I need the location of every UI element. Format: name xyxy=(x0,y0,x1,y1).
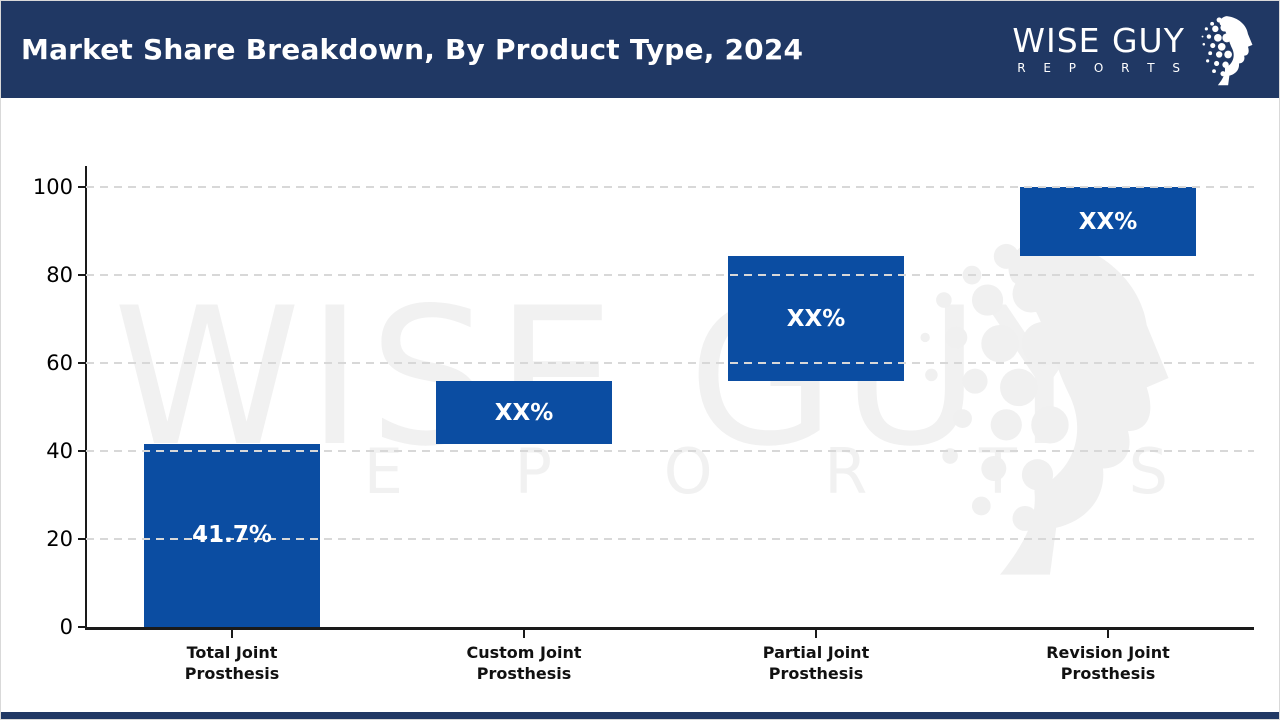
y-tick xyxy=(78,450,86,452)
y-axis-spine xyxy=(85,166,87,630)
y-tick-label: 40 xyxy=(46,439,73,463)
x-tick xyxy=(815,630,817,638)
x-category-label: Revision Joint Prosthesis xyxy=(1046,643,1170,683)
plot-area: 0 20 40 60 80 100 41.7% Total Joint Prosthesis X… xyxy=(1,98,1279,714)
gridline xyxy=(86,186,1254,188)
x-category-label: Partial Joint Prosthesis xyxy=(762,643,870,683)
x-category-label: Total Joint Prosthesis xyxy=(184,643,280,683)
bar-value-label: XX% xyxy=(494,399,554,426)
y-tick xyxy=(78,362,86,364)
y-tick xyxy=(78,538,86,540)
brand-logo: WISE GUY R E P O R T S xyxy=(1010,9,1255,91)
y-tick-label: 80 xyxy=(46,263,73,287)
bar xyxy=(436,381,612,444)
y-tick xyxy=(78,626,86,628)
y-tick-label: 100 xyxy=(32,175,73,199)
page-title: Market Share Breakdown, By Product Type,… xyxy=(21,33,804,66)
bar xyxy=(144,443,320,627)
x-axis-spine xyxy=(85,627,1254,630)
logo-wordmark: WISE GUY xyxy=(1012,21,1185,60)
x-tick xyxy=(523,630,525,638)
logo-subtext: R E P O R T S xyxy=(1017,61,1187,75)
y-tick xyxy=(78,186,86,188)
footer-bar xyxy=(1,712,1279,719)
gridline xyxy=(86,274,1254,276)
gridline xyxy=(86,362,1254,364)
bar xyxy=(1020,187,1196,257)
y-tick xyxy=(78,274,86,276)
bar xyxy=(728,256,904,382)
bar-value-label: XX% xyxy=(1078,208,1138,235)
y-tick-label: 0 xyxy=(59,615,73,639)
bar-value-label: XX% xyxy=(786,305,846,332)
x-category-label: Custom Joint Prosthesis xyxy=(466,643,582,683)
gridline xyxy=(86,538,1254,540)
logo-text: WISE GUY R E P O R T S xyxy=(1010,21,1187,76)
y-tick-label: 20 xyxy=(46,527,73,551)
x-tick xyxy=(231,630,233,638)
x-tick xyxy=(1107,630,1109,638)
logo-face-dots-icon xyxy=(1201,15,1253,85)
bar-value-label: 41.7% xyxy=(192,522,272,549)
gridline xyxy=(86,450,1254,452)
header-bar: Market Share Breakdown, By Product Type,… xyxy=(1,1,1279,98)
y-tick-label: 60 xyxy=(46,351,73,375)
